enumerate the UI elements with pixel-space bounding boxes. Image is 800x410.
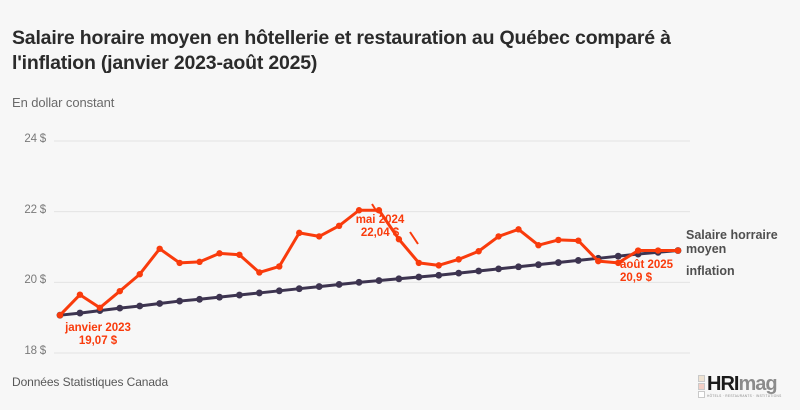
series-label-inflation: inflation [686,264,735,278]
series-label-line: inflation [686,264,735,278]
data-point [515,226,522,233]
data-point [435,271,443,279]
data-point [535,242,542,249]
page-title: Salaire horaire moyen en hôtellerie et r… [12,27,671,74]
annotation-start: janvier 2023 19,07 $ [18,322,178,348]
data-point [415,259,423,267]
data-point [276,263,283,270]
data-point [116,304,124,312]
data-point [674,247,682,254]
data-point [76,291,84,298]
data-point [275,287,283,295]
logo-square-2 [698,382,705,390]
data-point [196,258,203,266]
data-point [355,278,363,286]
data-point [56,311,64,319]
y-axis-tick-label: 24 $ [24,133,46,145]
data-point [295,285,303,293]
logo-squares-icon [698,374,705,398]
data-point [375,207,383,214]
data-point [96,304,104,311]
logo-mag-text: mag [738,372,777,395]
annotation-peak: mai 2024 22,04 $ [300,214,460,240]
annotation-end: août 2025 20,9 $ [620,259,673,285]
y-axis-tick-label: 18 $ [24,345,46,357]
chart-subtitle: En dollar constant [12,95,115,110]
data-point [196,295,203,303]
logo-tagline: HÔTELS · RESTAURANTS · INSTITUTIONS [707,393,782,398]
data-source-note: Données Statistiques Canada [12,375,169,389]
annotation-leader [371,203,378,213]
logo-main-text: HRImag [707,374,782,394]
data-point [654,248,662,256]
data-point [256,269,263,276]
data-point [674,247,682,254]
data-point [136,271,143,278]
series-label-line: moyen [686,242,727,256]
data-point [594,254,602,262]
data-point [654,247,662,254]
data-point [116,287,124,295]
data-point [475,248,482,255]
data-point [595,257,602,265]
annotation-label: mai 2024 [355,214,405,226]
data-point [634,247,642,254]
data-point [495,265,502,273]
annotation-value: 19,07 $ [78,335,118,347]
data-point [575,237,582,244]
data-point [136,302,144,310]
data-point [315,283,323,290]
data-point [555,236,562,244]
data-point [156,245,163,252]
data-point [415,273,423,281]
data-point [236,291,243,299]
series-line [58,249,680,317]
data-point [156,300,164,307]
data-point [56,311,64,319]
annotation-label: août 2025 [620,259,674,271]
data-point [554,259,562,266]
logo-wordmark: HRImag HÔTELS · RESTAURANTS · INSTITUTIO… [707,374,782,398]
series-label-line: Salaire horraire [686,228,778,242]
data-point [535,261,542,269]
data-point [475,267,483,275]
data-point [435,262,442,269]
data-point [515,263,522,271]
data-point [96,307,104,314]
data-point [335,281,343,288]
data-point [216,293,223,301]
data-point [216,250,223,257]
logo-hri-text: HRI [707,372,739,395]
data-point [495,233,502,240]
data-point [236,251,243,258]
y-axis-tick-label: 20 $ [24,274,46,287]
data-point [355,207,363,214]
data-point [455,269,463,277]
annotation-value: 22,04 $ [360,227,400,239]
data-point [176,297,184,305]
annotation-value: 20,9 $ [620,272,652,284]
data-point [375,277,383,284]
y-axis-tick-label: 22 $ [24,203,46,216]
data-point [395,275,403,283]
data-point [634,250,642,258]
data-point [76,309,84,317]
hrimag-logo[interactable]: HRImag HÔTELS · RESTAURANTS · INSTITUTIO… [698,371,790,401]
series-label-wage: Salaire horraire moyen [686,228,778,256]
data-point [574,257,582,264]
data-point [255,289,263,297]
data-point [176,259,183,267]
annotation-label: janvier 2023 [65,322,131,334]
logo-square-3 [698,390,705,398]
data-point [455,256,462,263]
logo-square-1 [698,374,705,382]
